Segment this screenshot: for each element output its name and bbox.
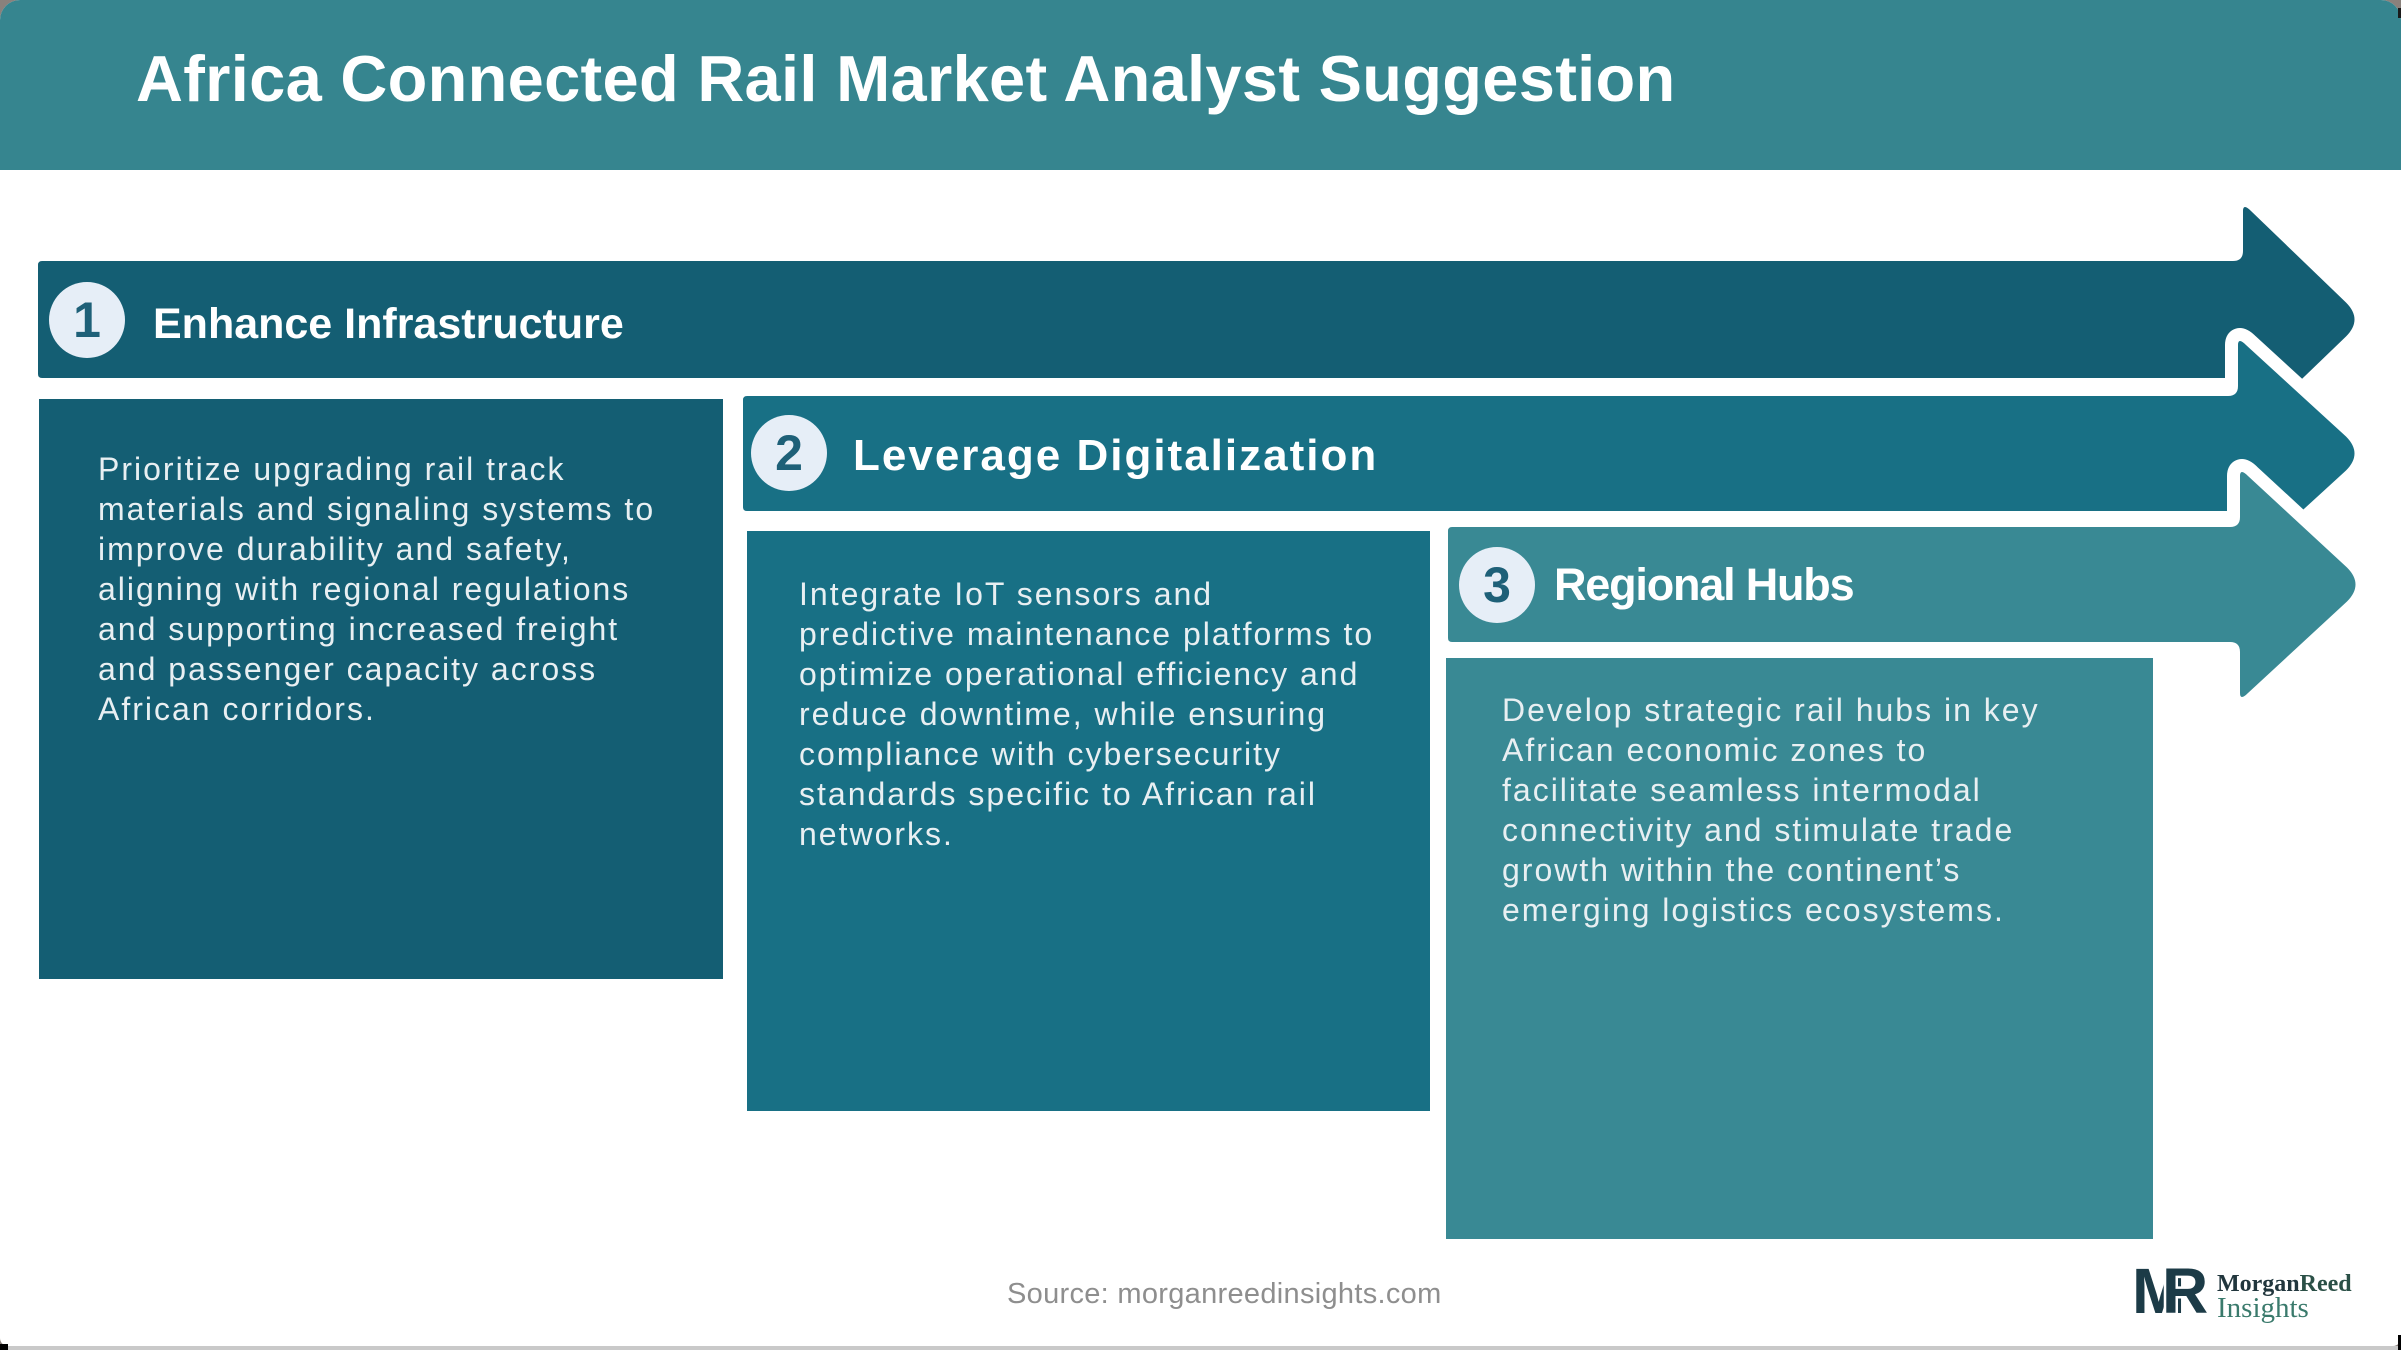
svg-text:M: M <box>2132 1255 2185 1327</box>
svg-text:MorganReed: MorganReed <box>2217 1271 2352 1297</box>
svg-text:R: R <box>2162 1255 2208 1327</box>
svg-text:Insights: Insights <box>2217 1292 2309 1324</box>
